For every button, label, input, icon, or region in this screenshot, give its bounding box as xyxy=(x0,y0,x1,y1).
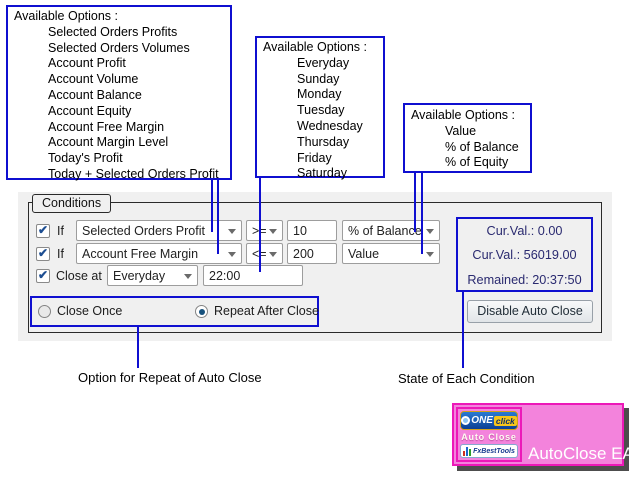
option-item: Friday xyxy=(297,150,332,165)
condition1-unit-value: % of Balance xyxy=(348,223,422,238)
close-at-label: Close at xyxy=(56,269,102,283)
status-annotation-frame: Cur.Val.: 0.00 Cur.Val.: 56019.00 Remain… xyxy=(456,217,593,292)
option-item: Sunday xyxy=(297,71,340,86)
condition2-operator-select[interactable]: <= xyxy=(246,243,283,264)
repeat-after-close-radio[interactable] xyxy=(195,305,208,318)
connector-line xyxy=(414,173,416,232)
option-item: Account Free Margin xyxy=(48,119,165,134)
if-label: If xyxy=(57,247,64,261)
close-day-value: Everyday xyxy=(113,268,166,283)
option-item: Thursday xyxy=(297,134,350,149)
auto-close-label: Auto Close xyxy=(461,432,517,442)
connector-line xyxy=(462,292,464,368)
condition1-unit-select[interactable]: % of Balance xyxy=(342,220,440,241)
conditions-groupbox xyxy=(28,202,602,333)
option-item: Account Balance xyxy=(48,87,142,102)
connector-line xyxy=(211,180,213,232)
condition2-field-select[interactable]: Account Free Margin xyxy=(76,243,242,264)
option-item: Tuesday xyxy=(297,103,345,118)
condition1-value-input[interactable] xyxy=(287,220,337,241)
callout-field-options: Available Options : Selected Orders Prof… xyxy=(6,5,232,181)
callout-title: Available Options : xyxy=(411,108,515,122)
option-item: % of Balance xyxy=(445,139,519,154)
close-at-checkbox[interactable] xyxy=(36,268,50,283)
option-item: Saturday xyxy=(297,166,348,181)
condition2-field-value: Account Free Margin xyxy=(82,246,199,261)
connector-line xyxy=(137,327,139,368)
option-item: Selected Orders Profits xyxy=(48,24,178,39)
condition2-checkbox[interactable] xyxy=(36,246,50,261)
callout-title: Available Options : xyxy=(263,40,367,54)
fxbesttools-logo: FxBestTools xyxy=(460,444,518,458)
bar-chart-icon xyxy=(463,446,472,456)
brand-badge: ONE click Auto Close FxBestTools xyxy=(452,403,624,466)
condition1-current-value: Cur.Val.: 0.00 xyxy=(486,224,563,238)
option-item: Selected Orders Volumes xyxy=(48,40,190,55)
close-once-radio[interactable] xyxy=(38,305,51,318)
chevron-down-icon xyxy=(269,229,277,234)
target-circle-icon xyxy=(461,416,471,425)
callout-day-options: Available Options : Everyday Sunday Mond… xyxy=(255,36,385,180)
condition2-current-value: Cur.Val.: 56019.00 xyxy=(472,248,577,262)
option-item: Today + Selected Orders Profit xyxy=(48,166,219,181)
chevron-down-icon xyxy=(184,274,192,279)
brand-badge-panel: ONE click Auto Close FxBestTools xyxy=(456,407,522,462)
repeat-option-caption: Option for Repeat of Auto Close xyxy=(78,370,262,385)
oneclick-logo-one: ONE xyxy=(471,415,493,426)
condition1-field-value: Selected Orders Profit xyxy=(82,223,205,238)
option-item: Account Margin Level xyxy=(48,135,169,150)
chevron-down-icon xyxy=(228,252,236,257)
chevron-down-icon xyxy=(426,252,434,257)
chevron-down-icon xyxy=(269,252,277,257)
connector-line xyxy=(259,178,261,272)
condition2-unit-value: Value xyxy=(348,246,380,261)
if-label: If xyxy=(57,224,64,238)
callout-unit-options: Available Options : Value % of Balance %… xyxy=(403,103,532,173)
disable-auto-close-button[interactable]: Disable Auto Close xyxy=(467,300,593,323)
close-once-label: Close Once xyxy=(57,304,123,318)
option-item: Account Volume xyxy=(48,72,139,87)
option-item: Monday xyxy=(297,87,342,102)
option-item: Today's Profit xyxy=(48,151,123,166)
condition1-checkbox[interactable] xyxy=(36,223,50,238)
state-caption: State of Each Condition xyxy=(398,371,535,386)
option-item: Wednesday xyxy=(297,118,363,133)
radio-group-annotation-frame xyxy=(30,296,319,327)
close-time-input[interactable] xyxy=(203,265,303,286)
chevron-down-icon xyxy=(228,229,236,234)
oneclick-logo: ONE click xyxy=(460,411,518,430)
option-item: % of Equity xyxy=(445,155,509,170)
option-item: Account Profit xyxy=(48,56,126,71)
option-item: Value xyxy=(445,123,477,138)
close-day-select[interactable]: Everyday xyxy=(107,265,198,286)
condition1-field-select[interactable]: Selected Orders Profit xyxy=(76,220,242,241)
chevron-down-icon xyxy=(426,229,434,234)
condition2-value-input[interactable] xyxy=(287,243,337,264)
repeat-after-close-label: Repeat After Close xyxy=(214,304,319,318)
autoclose-ea-caption: AutoClose EA xyxy=(528,444,634,463)
option-item: Account Equity xyxy=(48,103,132,118)
groupbox-legend: Conditions xyxy=(32,194,112,213)
fxbesttools-label: FxBestTools xyxy=(473,447,515,455)
remained-time-value: Remained: 20:37:50 xyxy=(467,273,582,287)
connector-line xyxy=(217,180,219,254)
connector-line xyxy=(421,173,423,254)
condition2-unit-select[interactable]: Value xyxy=(342,243,440,264)
oneclick-logo-click: click xyxy=(493,415,517,426)
option-item: Everyday xyxy=(297,55,350,70)
condition1-operator-select[interactable]: >= xyxy=(246,220,283,241)
callout-title: Available Options : xyxy=(14,9,118,23)
